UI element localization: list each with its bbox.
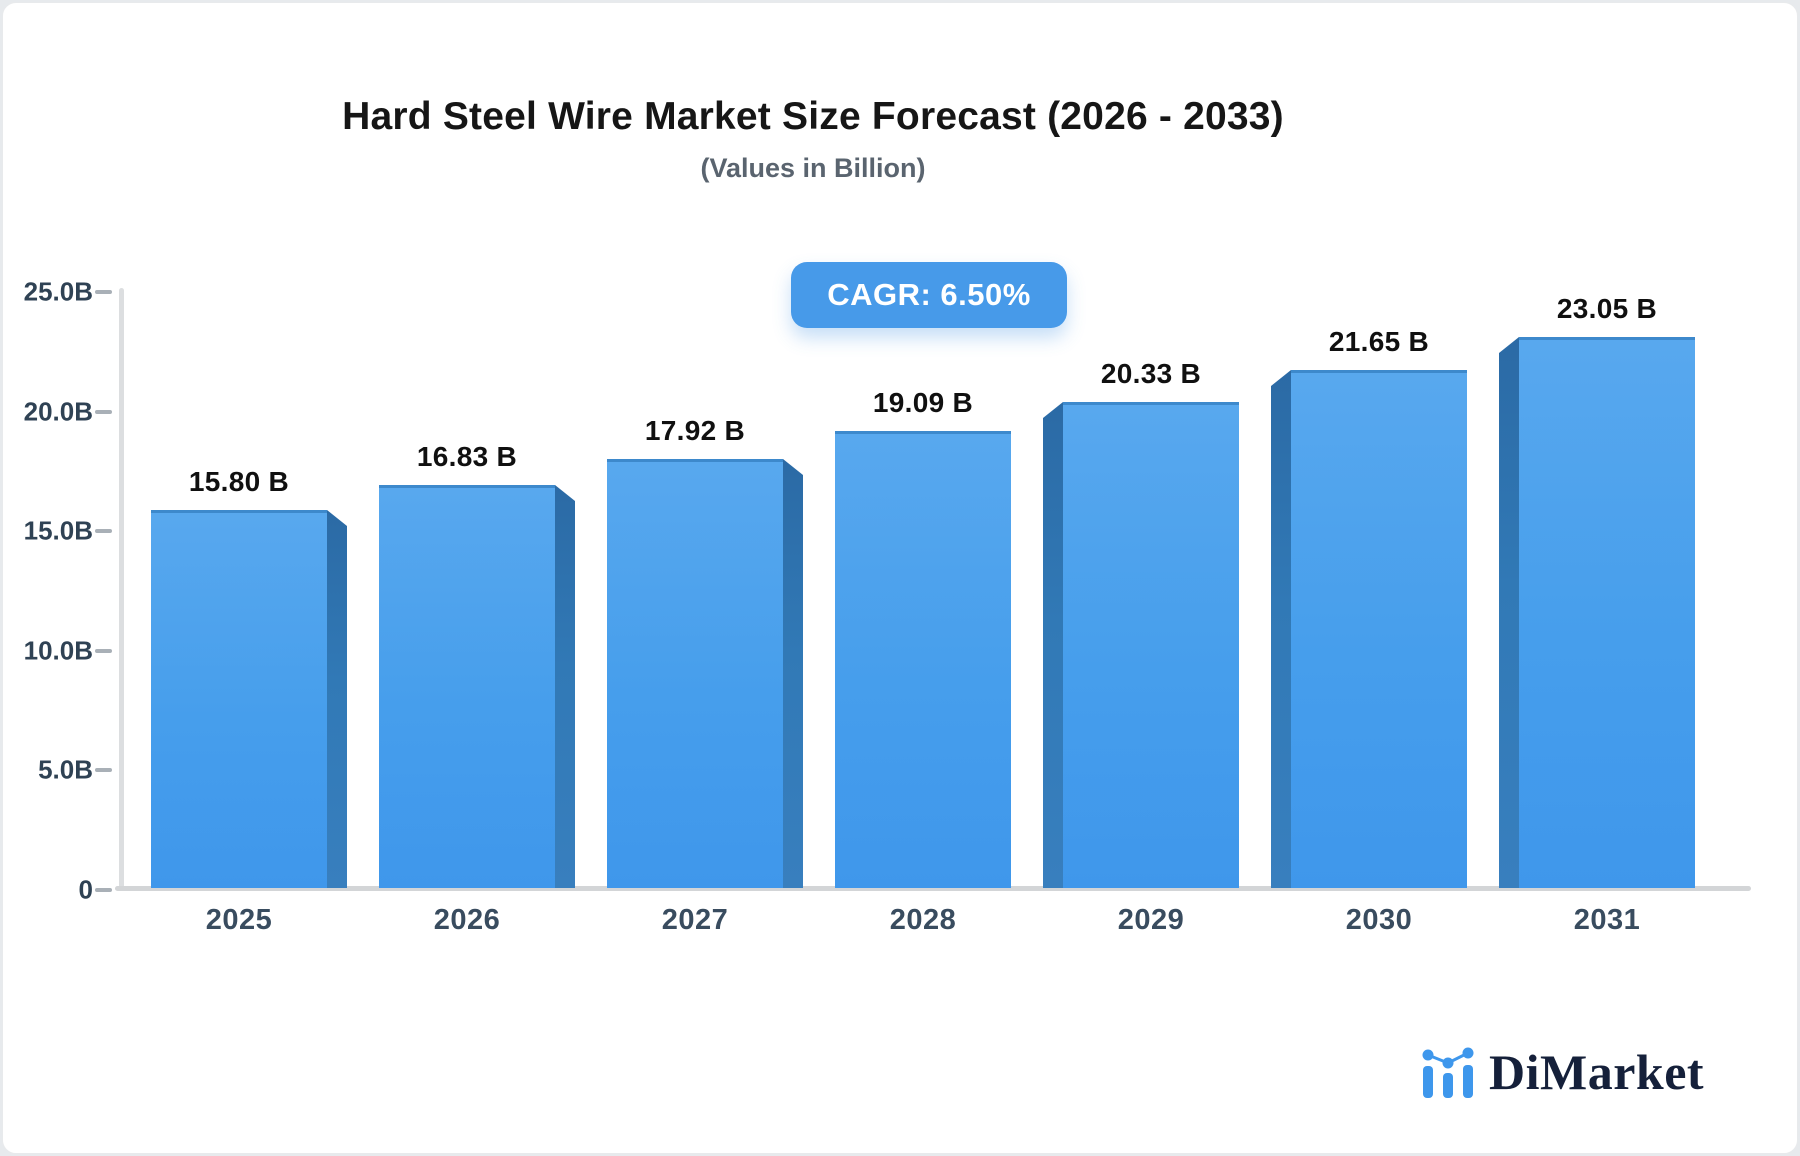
bar-value-label: 20.33 B	[1100, 358, 1202, 389]
bar-value-label: 15.80 B	[188, 466, 290, 497]
bar-2025-side-face	[327, 510, 347, 888]
bar-2025	[151, 510, 327, 888]
x-axis-baseline	[115, 886, 1751, 891]
bar-value-label: 16.83 B	[416, 441, 518, 472]
y-axis-tick-label: 0	[78, 874, 93, 905]
y-axis-tick-mark	[95, 768, 112, 773]
x-axis-category-label: 2025	[205, 904, 273, 936]
page-title: Hard Steel Wire Market Size Forecast (20…	[342, 95, 1284, 138]
bar-2030-side-face	[1271, 370, 1291, 888]
bar-value-label: 21.65 B	[1328, 326, 1430, 357]
bar-chart-logo-icon	[1422, 1047, 1474, 1098]
bar-2026	[379, 485, 555, 888]
logo-text: DiMarket	[1489, 1044, 1705, 1100]
y-axis-tick-mark	[95, 529, 112, 534]
bar-2029	[1063, 402, 1239, 888]
bar-2029-side-face	[1043, 402, 1063, 888]
bar-2031	[1519, 337, 1695, 888]
cagr-badge: CAGR: 6.50%	[791, 262, 1067, 328]
chart-header: Hard Steel Wire Market Size Forecast (20…	[3, 95, 1623, 184]
x-axis-category-label: 2031	[1573, 904, 1641, 936]
y-axis-tick-mark	[95, 409, 112, 414]
y-axis-line	[119, 288, 124, 890]
y-axis-tick-mark	[95, 290, 112, 294]
y-axis-tick-label: 10.0B	[23, 635, 93, 666]
bar-value-label: 23.05 B	[1556, 293, 1658, 324]
x-axis-category-label: 2027	[661, 904, 729, 936]
x-axis-category-label: 2026	[433, 904, 501, 936]
bar-value-label: 17.92 B	[644, 415, 746, 446]
dimarket-logo: DiMarket	[1419, 1043, 1704, 1101]
bar-2027	[607, 459, 783, 888]
y-axis-tick-label: 20.0B	[23, 396, 93, 427]
bar-2027-side-face	[783, 459, 803, 888]
page-subtitle: (Values in Billion)	[700, 153, 926, 183]
y-axis-tick-mark	[95, 648, 112, 653]
x-axis-category-label: 2028	[889, 904, 957, 936]
bar-2026-side-face	[555, 485, 575, 888]
bar-value-label: 19.09 B	[872, 387, 974, 418]
bar-2031-side-face	[1499, 337, 1519, 888]
bar-2028	[835, 431, 1011, 888]
y-axis-tick-mark	[95, 888, 112, 892]
x-axis-category-label: 2029	[1117, 904, 1185, 936]
y-axis-tick-label: 15.0B	[23, 515, 93, 546]
y-axis-tick-label: 25.0B	[23, 276, 93, 307]
x-axis-category-label: 2030	[1345, 904, 1413, 936]
y-axis-tick-label: 5.0B	[38, 754, 93, 785]
cagr-badge-label: CAGR: 6.50%	[827, 277, 1031, 312]
bar-2030	[1291, 370, 1467, 888]
